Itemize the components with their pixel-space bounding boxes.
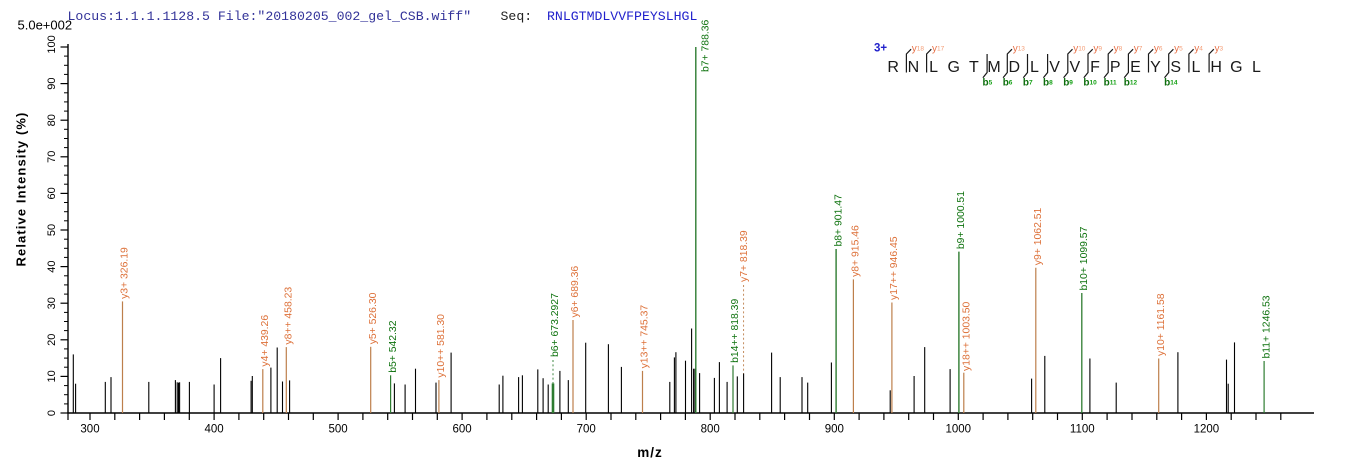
svg-text:300: 300	[80, 424, 99, 436]
svg-text:y8: y8	[1114, 44, 1123, 55]
svg-text:V: V	[1069, 59, 1080, 76]
svg-text:30: 30	[46, 297, 58, 309]
svg-text:80: 80	[46, 114, 58, 126]
svg-text:V: V	[1049, 59, 1060, 76]
svg-text:b14++ 818.39: b14++ 818.39	[730, 299, 741, 363]
svg-text:L: L	[929, 59, 938, 76]
svg-text:T: T	[969, 59, 979, 76]
svg-text:90: 90	[46, 77, 58, 89]
svg-text:y3: y3	[1215, 44, 1224, 55]
svg-text:y6+ 689.36: y6+ 689.36	[570, 266, 581, 318]
svg-text:y9+ 1062.51: y9+ 1062.51	[1033, 207, 1044, 265]
svg-text:50: 50	[46, 224, 58, 236]
svg-text:b6+ 673.2927: b6+ 673.2927	[550, 293, 561, 357]
svg-text:y4+ 439.26: y4+ 439.26	[260, 315, 271, 367]
svg-text:b10: b10	[1083, 78, 1097, 89]
svg-text:800: 800	[701, 424, 720, 436]
svg-text:100: 100	[46, 35, 58, 53]
svg-text:b14: b14	[1164, 78, 1178, 89]
svg-text:y5+ 526.30: y5+ 526.30	[368, 292, 379, 344]
svg-text:F: F	[1090, 59, 1100, 76]
svg-text:b5: b5	[983, 78, 993, 89]
svg-text:N: N	[908, 59, 920, 76]
svg-text:1100: 1100	[1070, 424, 1095, 436]
svg-text:y9: y9	[1093, 44, 1102, 55]
svg-text:1200: 1200	[1194, 424, 1220, 436]
svg-text:y7: y7	[1134, 44, 1143, 55]
svg-text:60: 60	[46, 187, 58, 199]
svg-text:b7+ 788.36: b7+ 788.36	[701, 19, 712, 72]
svg-text:P: P	[1110, 59, 1121, 76]
svg-text:H: H	[1210, 59, 1222, 76]
svg-text:RNLGTMDLVVFPEYSLHGL: RNLGTMDLVVFPEYSLHGL	[547, 9, 697, 24]
svg-text:700: 700	[577, 424, 596, 436]
svg-text:M: M	[987, 59, 1000, 76]
svg-text:Y: Y	[1150, 59, 1161, 76]
svg-text:D: D	[1009, 59, 1021, 76]
svg-text:S: S	[1170, 59, 1181, 76]
svg-text:b8: b8	[1043, 78, 1053, 89]
svg-text:y3+ 326.19: y3+ 326.19	[120, 247, 131, 299]
svg-text:10: 10	[46, 370, 58, 382]
svg-text:G: G	[1230, 59, 1242, 76]
svg-text:5.0e+002: 5.0e+002	[18, 18, 73, 33]
svg-text:y17++ 946.45: y17++ 946.45	[889, 236, 900, 300]
svg-text:b9+ 1000.51: b9+ 1000.51	[956, 191, 967, 249]
svg-text:y10: y10	[1073, 44, 1086, 55]
svg-text:G: G	[947, 59, 959, 76]
svg-text:Relative Intensity (%): Relative Intensity (%)	[14, 112, 29, 267]
svg-text:b12: b12	[1124, 78, 1138, 89]
svg-text:70: 70	[46, 151, 58, 163]
svg-text:0: 0	[46, 410, 58, 416]
svg-text:y18++ 1003.50: y18++ 1003.50	[962, 301, 973, 371]
svg-text:R: R	[887, 59, 899, 76]
svg-text:b7: b7	[1023, 78, 1033, 89]
svg-text:b9: b9	[1063, 78, 1073, 89]
svg-text:400: 400	[205, 424, 224, 436]
svg-text:y7+ 818.39: y7+ 818.39	[739, 230, 750, 282]
svg-text:y17: y17	[932, 44, 945, 55]
svg-text:Seq:: Seq:	[501, 9, 533, 24]
svg-text:900: 900	[825, 424, 844, 436]
svg-text:y13++ 745.37: y13++ 745.37	[640, 305, 651, 369]
svg-text:E: E	[1130, 59, 1141, 76]
svg-text:b10+ 1099.57: b10+ 1099.57	[1079, 226, 1090, 290]
svg-text:y5: y5	[1174, 44, 1183, 55]
svg-text:y4: y4	[1194, 44, 1203, 55]
svg-text:b11: b11	[1104, 78, 1117, 89]
svg-text:L: L	[1252, 59, 1261, 76]
svg-text:L: L	[1030, 59, 1039, 76]
svg-text:L: L	[1191, 59, 1200, 76]
svg-text:Locus:1.1.1.1128.5 File:"20180: Locus:1.1.1.1128.5 File:"20180205_002_ge…	[68, 9, 472, 24]
svg-text:b6: b6	[1003, 78, 1013, 89]
svg-text:y8+ 915.46: y8+ 915.46	[851, 225, 862, 277]
svg-text:600: 600	[453, 424, 472, 436]
svg-text:m/z: m/z	[637, 445, 663, 460]
svg-text:3+: 3+	[874, 43, 887, 55]
svg-text:b8+ 901.47: b8+ 901.47	[833, 194, 844, 247]
svg-text:40: 40	[46, 260, 58, 272]
svg-text:y10+ 1161.58: y10+ 1161.58	[1156, 293, 1167, 356]
svg-text:500: 500	[329, 424, 348, 436]
svg-text:1000: 1000	[946, 424, 972, 436]
svg-text:y13: y13	[1013, 44, 1026, 55]
svg-text:y8++ 458.23: y8++ 458.23	[284, 287, 295, 345]
svg-text:y18: y18	[912, 44, 925, 55]
svg-text:b11+ 1246.53: b11+ 1246.53	[1261, 295, 1272, 358]
svg-text:b5+ 542.32: b5+ 542.32	[388, 320, 399, 373]
svg-text:y10++ 581.30: y10++ 581.30	[436, 314, 447, 378]
svg-text:y6: y6	[1154, 44, 1163, 55]
svg-text:20: 20	[46, 334, 58, 346]
